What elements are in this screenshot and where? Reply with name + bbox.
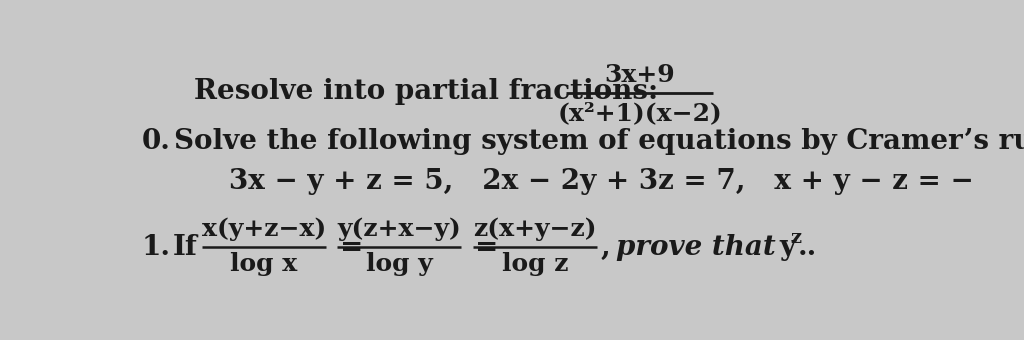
Text: ,: ,	[601, 234, 610, 261]
Text: z: z	[790, 229, 801, 247]
Text: x(y+z−x): x(y+z−x)	[202, 218, 326, 241]
Text: z(x+y−z): z(x+y−z)	[473, 218, 597, 241]
Text: Solve the following system of equations by Cramer’s rule c: Solve the following system of equations …	[174, 128, 1024, 155]
Text: If: If	[173, 234, 198, 261]
Text: =: =	[340, 234, 362, 261]
Text: 0.: 0.	[142, 128, 171, 155]
Text: log x: log x	[230, 252, 297, 276]
Text: log y: log y	[366, 252, 432, 276]
Text: y(z+x−y): y(z+x−y)	[337, 218, 461, 241]
Text: 3x − y + z = 5,   2x − 2y + 3z = 7,   x + y − z = −: 3x − y + z = 5, 2x − 2y + 3z = 7, x + y …	[228, 168, 974, 194]
Text: =: =	[475, 234, 499, 261]
Text: log z: log z	[502, 252, 568, 276]
Text: ..: ..	[798, 234, 817, 261]
Text: prove that: prove that	[616, 234, 776, 261]
Text: 3x+9: 3x+9	[604, 64, 675, 87]
Text: Resolve into partial fractions:: Resolve into partial fractions:	[194, 78, 658, 105]
Text: (x²+1)(x−2): (x²+1)(x−2)	[557, 101, 722, 125]
Text: 1.: 1.	[142, 234, 171, 261]
Text: y: y	[779, 234, 795, 261]
